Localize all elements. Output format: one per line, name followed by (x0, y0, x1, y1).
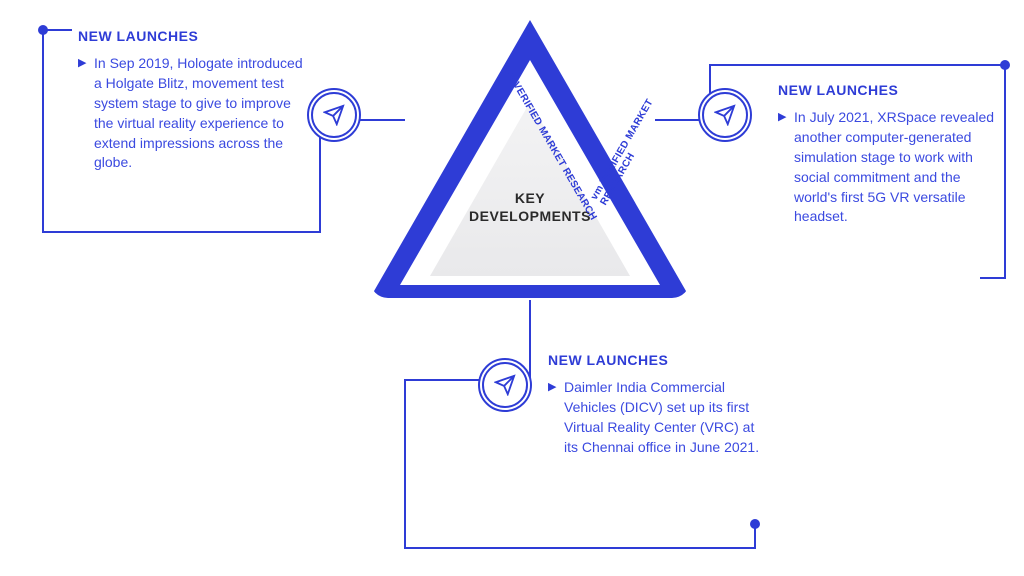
center-title-line1: KEY (515, 190, 545, 206)
item-heading: NEW LAUNCHES (78, 28, 308, 44)
item-heading: NEW LAUNCHES (778, 82, 998, 98)
center-triangle: KEY DEVELOPMENTS vm VERIFIED MARKET RESE… (370, 20, 690, 330)
infographic-canvas: KEY DEVELOPMENTS vm VERIFIED MARKET RESE… (0, 0, 1024, 576)
paper-plane-icon (478, 358, 532, 412)
item-body: In Sep 2019, Hologate introduced a Holga… (78, 54, 308, 173)
connector-dot (1000, 60, 1010, 70)
item-right: NEW LAUNCHES In July 2021, XRSpace revea… (778, 82, 998, 227)
item-body: In July 2021, XRSpace revealed another c… (778, 108, 998, 227)
item-left: NEW LAUNCHES In Sep 2019, Hologate intro… (78, 28, 308, 173)
connector-dot (38, 25, 48, 35)
item-body: Daimler India Commercial Vehicles (DICV)… (548, 378, 768, 458)
item-heading: NEW LAUNCHES (548, 352, 768, 368)
paper-plane-icon (307, 88, 361, 142)
connector-dot (750, 519, 760, 529)
paper-plane-icon (698, 88, 752, 142)
watermark-bottom: vm VERIFIED MARKET RESEARCH (490, 284, 666, 295)
center-title-line2: DEVELOPMENTS (469, 208, 591, 224)
item-bottom: NEW LAUNCHES Daimler India Commercial Ve… (548, 352, 768, 458)
